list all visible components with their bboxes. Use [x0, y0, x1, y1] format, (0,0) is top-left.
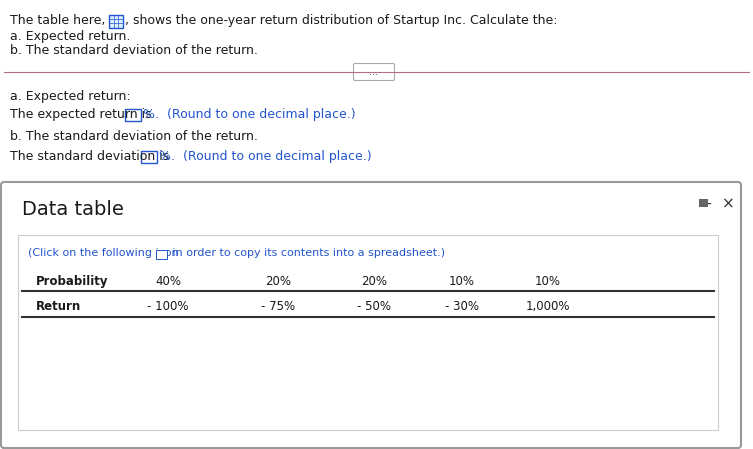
Text: 10%: 10% [535, 275, 561, 288]
Text: b. The standard deviation of the return.: b. The standard deviation of the return. [10, 44, 258, 57]
Text: - 30%: - 30% [445, 300, 479, 313]
Text: 20%: 20% [265, 275, 291, 288]
Text: The table here,: The table here, [10, 14, 105, 27]
FancyBboxPatch shape [156, 250, 167, 259]
FancyBboxPatch shape [353, 63, 395, 80]
Text: a. Expected return:: a. Expected return: [10, 90, 130, 103]
Text: Return: Return [36, 300, 81, 313]
Text: (Click on the following icon: (Click on the following icon [28, 248, 178, 258]
FancyBboxPatch shape [1, 182, 741, 448]
Text: 1,000%: 1,000% [526, 300, 570, 313]
Text: %.  (Round to one decimal place.): %. (Round to one decimal place.) [143, 108, 356, 121]
Text: b. The standard deviation of the return.: b. The standard deviation of the return. [10, 130, 258, 143]
FancyBboxPatch shape [699, 199, 708, 207]
Text: , shows the one-year return distribution of Startup Inc. Calculate the:: , shows the one-year return distribution… [125, 14, 557, 27]
Text: ×: × [721, 197, 734, 212]
Text: The standard deviation is: The standard deviation is [10, 150, 169, 163]
Text: - 75%: - 75% [261, 300, 295, 313]
Text: 20%: 20% [361, 275, 387, 288]
FancyBboxPatch shape [18, 235, 718, 430]
Text: 40%: 40% [155, 275, 181, 288]
Text: Probability: Probability [36, 275, 108, 288]
Text: Data table: Data table [22, 200, 124, 219]
Text: - 100%: - 100% [148, 300, 189, 313]
Text: - 50%: - 50% [357, 300, 391, 313]
Text: %.  (Round to one decimal place.): %. (Round to one decimal place.) [159, 150, 371, 163]
FancyBboxPatch shape [109, 15, 123, 28]
Text: in order to copy its contents into a spreadsheet.): in order to copy its contents into a spr… [169, 248, 445, 258]
FancyBboxPatch shape [125, 109, 142, 121]
Text: ...: ... [370, 67, 379, 77]
Text: −: − [700, 197, 712, 211]
Text: 10%: 10% [449, 275, 475, 288]
FancyBboxPatch shape [141, 151, 157, 163]
Text: a. Expected return.: a. Expected return. [10, 30, 130, 43]
Text: The expected return is: The expected return is [10, 108, 151, 121]
